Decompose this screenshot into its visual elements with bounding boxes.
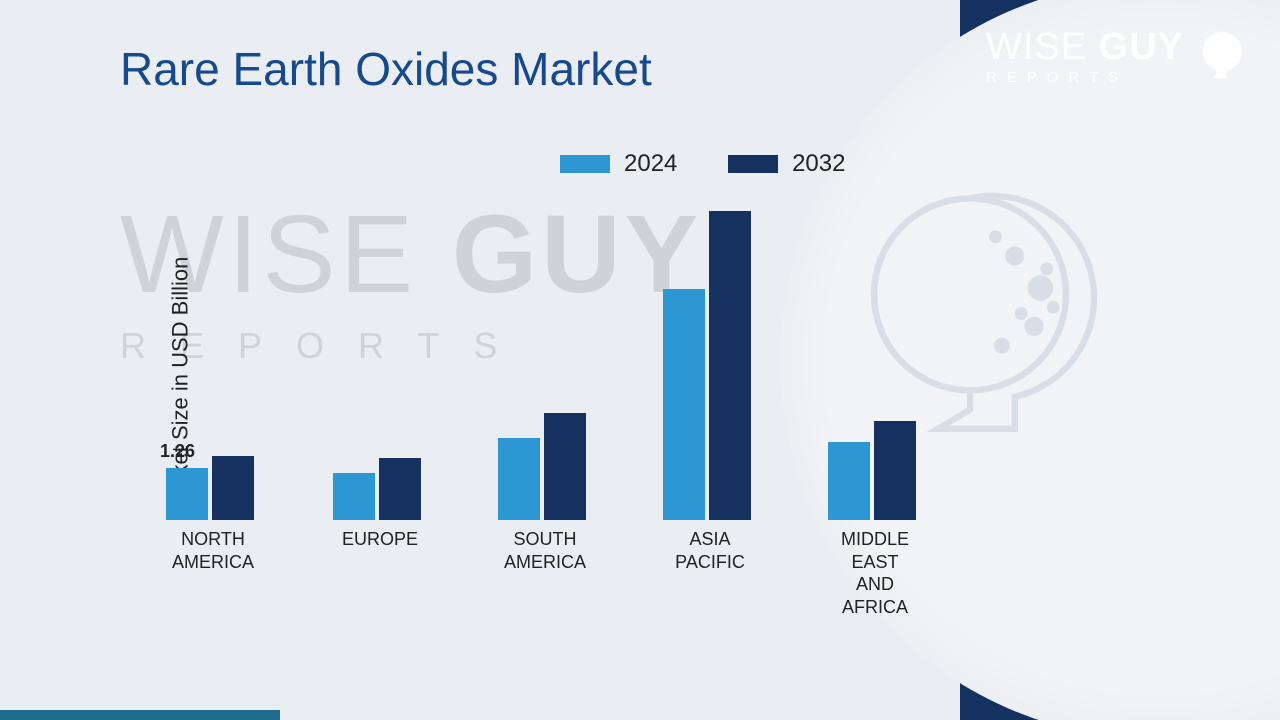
legend-item-2024: 2024	[560, 150, 677, 178]
stage: WISE GUY REPORTS Rare Earth Oxides Marke…	[0, 0, 1280, 720]
brand-word-1: WISE	[986, 26, 1087, 68]
x-axis-category-label: NORTHAMERICA	[143, 528, 283, 573]
bar-2032	[212, 456, 254, 520]
x-axis-category-label: EUROPE	[310, 528, 450, 551]
brand-subline: REPORTS	[986, 70, 1184, 85]
bar-value-label: 1.26	[160, 441, 195, 462]
legend-label-2024: 2024	[624, 150, 677, 178]
chart-area: 2024 2032 Market Size in USD Billion 1.2…	[90, 150, 960, 620]
chart-title: Rare Earth Oxides Market	[120, 42, 652, 96]
legend-item-2032: 2032	[728, 150, 845, 178]
bar-2024	[828, 442, 870, 520]
bar-2032	[379, 458, 421, 520]
bar-2032	[874, 421, 916, 520]
plot-region: 1.26	[130, 190, 940, 520]
brand-head-icon	[1194, 28, 1250, 84]
bar-2024	[166, 468, 208, 520]
brand-word-2: GUY	[1099, 26, 1184, 68]
x-axis-category-label: SOUTHAMERICA	[475, 528, 615, 573]
brand-logo: WISE GUY REPORTS	[986, 28, 1250, 85]
legend-swatch-2024	[560, 155, 610, 173]
legend-label-2032: 2032	[792, 150, 845, 178]
bar-2032	[709, 211, 751, 520]
bar-2032	[544, 413, 586, 520]
legend: 2024 2032	[560, 150, 889, 180]
legend-swatch-2032	[728, 155, 778, 173]
bar-2024	[663, 289, 705, 520]
bar-2024	[498, 438, 540, 521]
x-axis-category-label: MIDDLEEASTANDAFRICA	[805, 528, 945, 618]
bar-2024	[333, 473, 375, 520]
bottom-accent-bar	[0, 710, 280, 720]
x-axis-category-label: ASIAPACIFIC	[640, 528, 780, 573]
